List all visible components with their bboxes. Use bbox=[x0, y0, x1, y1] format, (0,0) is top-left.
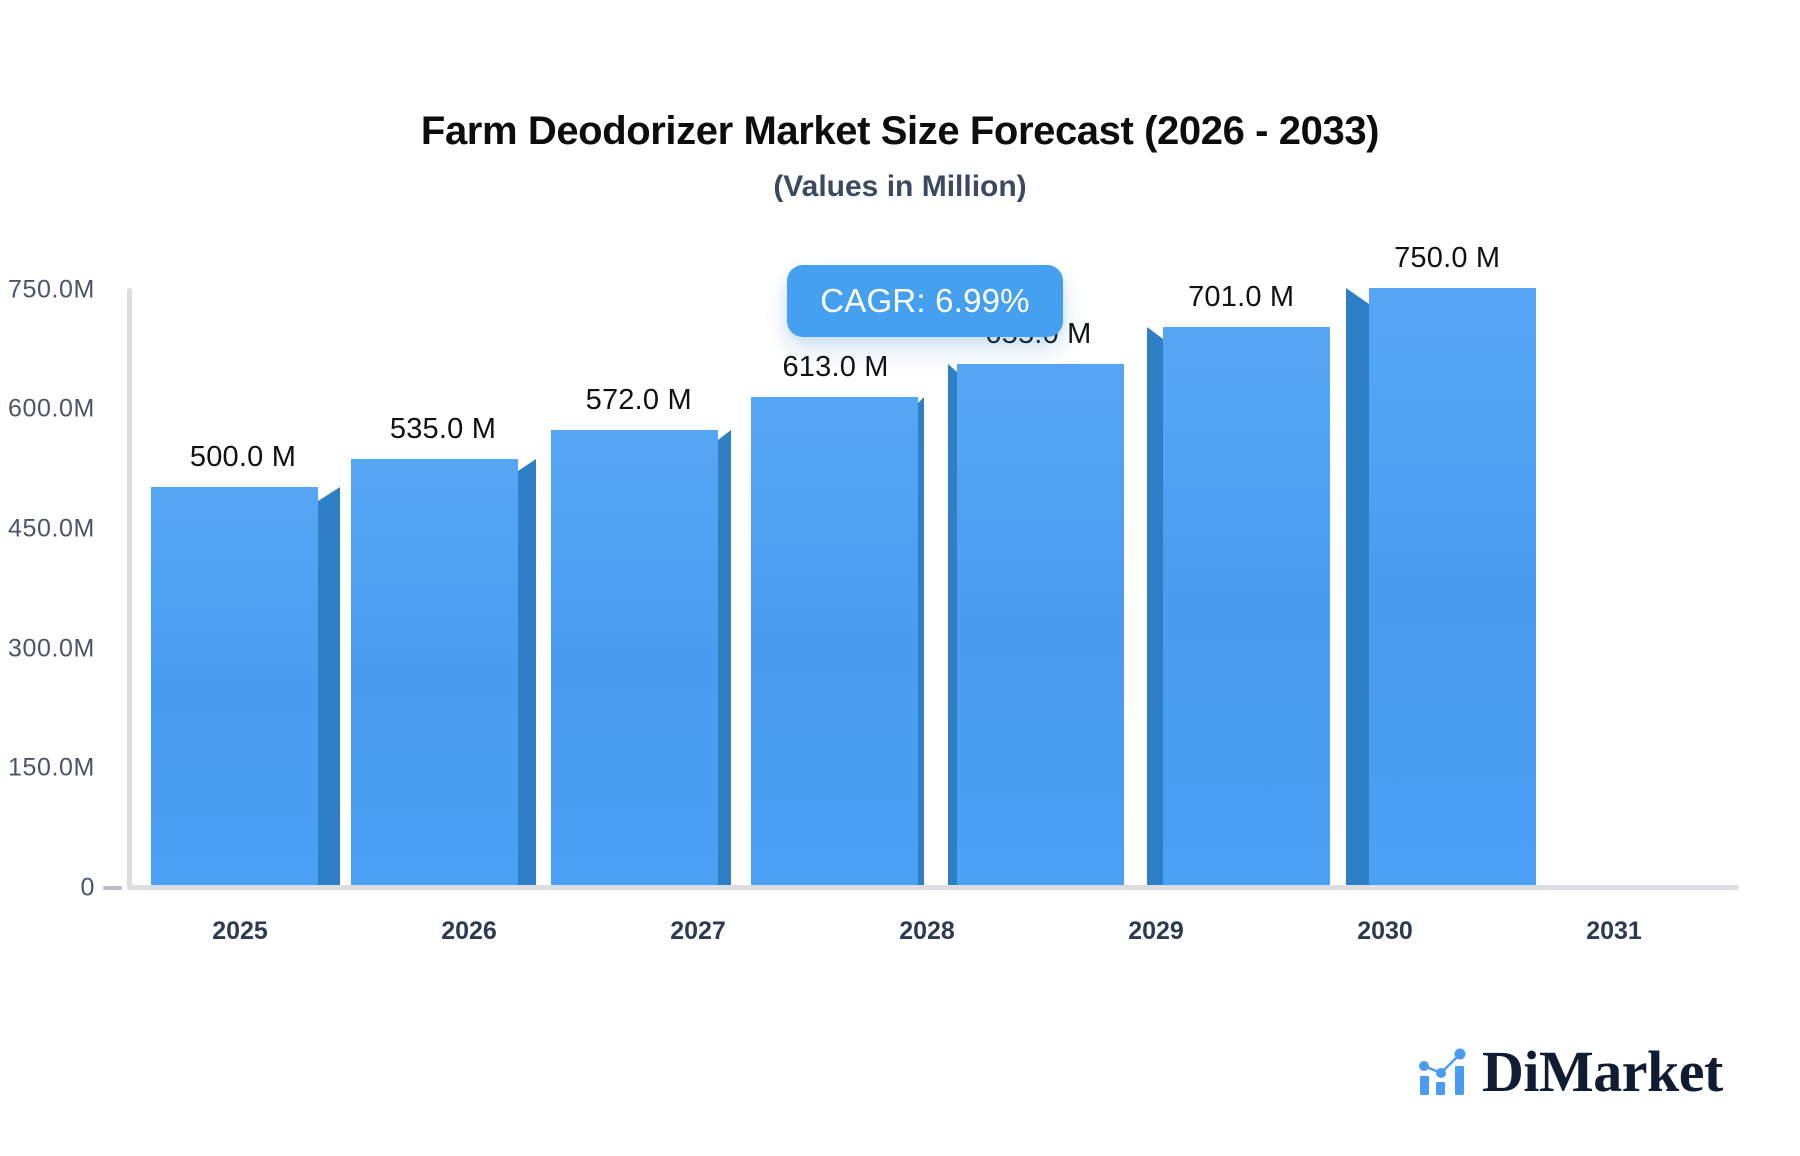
bar-group-2030[interactable]: 701.0 M bbox=[1147, 281, 1330, 885]
y-axis-zero-tick bbox=[103, 886, 122, 890]
x-axis-line bbox=[127, 885, 1739, 890]
bar-value-label-2030: 701.0 M bbox=[1188, 281, 1295, 313]
bar-side-face-2025 bbox=[318, 487, 340, 885]
x-tick-label-2028: 2028 bbox=[899, 917, 955, 945]
bar-group-2031[interactable]: 750.0 M bbox=[1346, 242, 1536, 885]
x-tick-label-2027: 2027 bbox=[670, 917, 726, 945]
x-tick-label-2031: 2031 bbox=[1586, 917, 1642, 945]
bar-face-2031 bbox=[1369, 288, 1536, 885]
bar-side-face-2029 bbox=[948, 364, 957, 885]
bar-face-2028 bbox=[751, 397, 918, 885]
dimarket-logo: DiMarket bbox=[1418, 1043, 1723, 1101]
bar-face-2029 bbox=[957, 364, 1124, 885]
bar-chart-icon bbox=[1418, 1044, 1468, 1101]
bar-value-label-2026: 535.0 M bbox=[389, 413, 497, 445]
bar-side-face-2028 bbox=[918, 397, 924, 885]
y-tick-label-0: 0 bbox=[80, 873, 95, 902]
bar-group-2029[interactable]: 655.0 M bbox=[948, 288, 1124, 885]
bar-value-label-2028: 613.0 M bbox=[782, 351, 889, 383]
y-tick-label-750: 750.0M bbox=[8, 275, 95, 304]
bar-group-2025[interactable]: 500.0 M bbox=[151, 288, 340, 885]
bar-face-2027 bbox=[551, 430, 718, 885]
y-axis-line bbox=[127, 288, 132, 889]
y-tick-label-450: 450.0M bbox=[8, 514, 95, 543]
bar-face-2026 bbox=[351, 459, 518, 885]
x-tick-label-2030: 2030 bbox=[1357, 917, 1413, 945]
x-tick-label-2025: 2025 bbox=[212, 917, 268, 945]
logo-text: DiMarket bbox=[1482, 1039, 1723, 1104]
x-tick-label-2026: 2026 bbox=[441, 917, 497, 945]
cagr-badge: CAGR: 6.99% bbox=[787, 265, 1063, 337]
y-tick-label-300: 300.0M bbox=[8, 634, 95, 663]
bar-value-label-2025: 500.0 M bbox=[189, 441, 297, 473]
bar-side-face-2031 bbox=[1346, 288, 1369, 885]
bar-group-2026[interactable]: 535.0 M bbox=[351, 288, 536, 885]
bar-face-2030 bbox=[1163, 327, 1330, 885]
bar-side-face-2027 bbox=[718, 430, 731, 885]
y-tick-label-600: 600.0M bbox=[8, 394, 95, 423]
bar-side-face-2026 bbox=[518, 459, 536, 885]
bar-value-label-2027: 572.0 M bbox=[585, 384, 692, 416]
bar-face-2025 bbox=[151, 487, 318, 885]
bar-side-face-2030 bbox=[1147, 327, 1163, 885]
cagr-badge-label: CAGR: 6.99% bbox=[820, 282, 1030, 319]
y-tick-label-150: 150.0M bbox=[8, 753, 95, 782]
bar-group-2027[interactable]: 572.0 M bbox=[551, 288, 731, 885]
bar-value-label-2031: 750.0 M bbox=[1394, 242, 1501, 274]
bar-group-2028[interactable]: 613.0 M bbox=[751, 288, 924, 885]
x-tick-label-2029: 2029 bbox=[1128, 917, 1184, 945]
